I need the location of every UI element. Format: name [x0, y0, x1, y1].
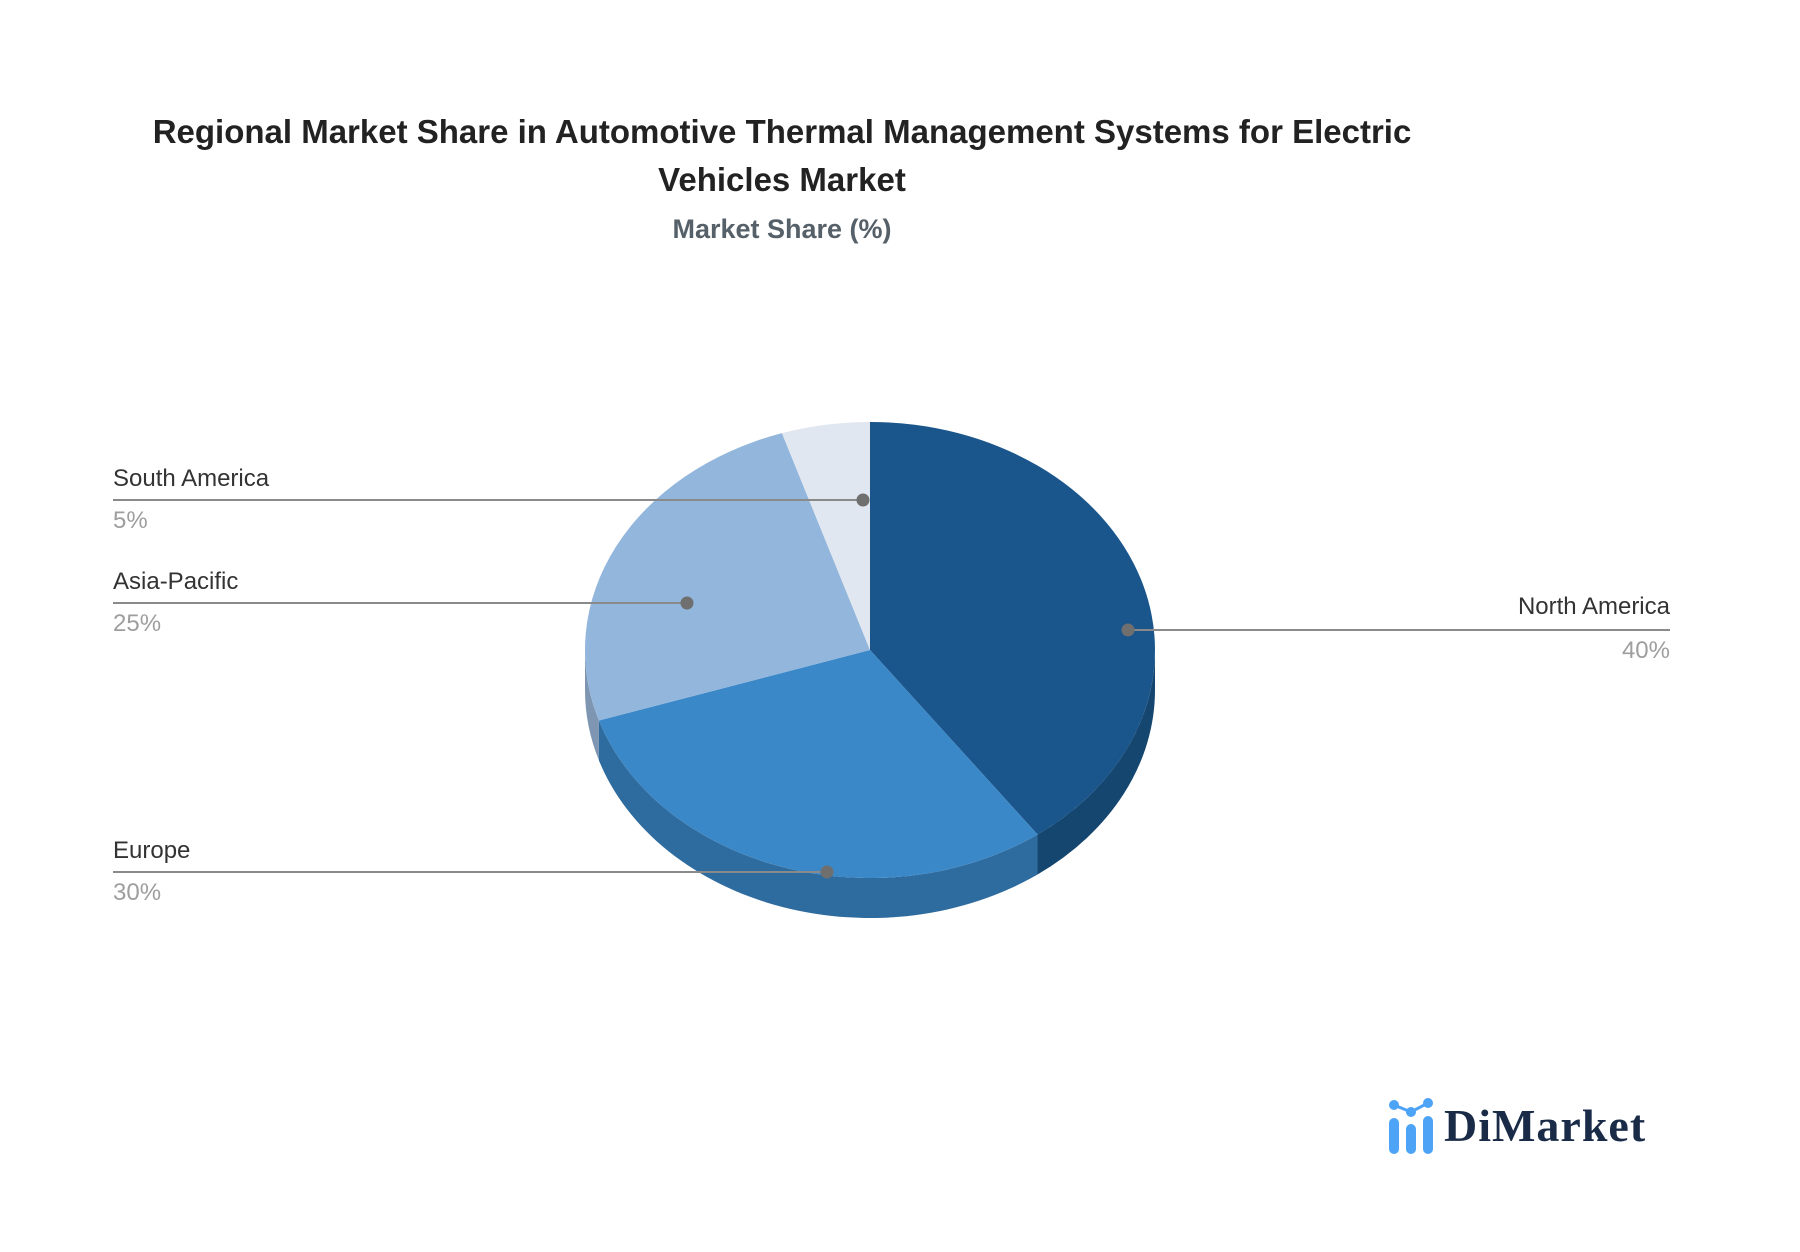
bar-chart-trend-icon: [1389, 1098, 1433, 1154]
leader-dot-europe: [820, 865, 834, 879]
label-europe: Europe: [113, 837, 191, 864]
value-north-america: 40%: [1621, 637, 1670, 664]
chart-title: Regional Market Share in Automotive Ther…: [72, 108, 1492, 204]
pie-slice-europe[interactable]: [598, 650, 1038, 878]
bar-right: [1423, 1116, 1433, 1154]
leader-dot-south-america: [856, 493, 870, 507]
chart-subtitle: Market Share (%): [672, 214, 892, 244]
label-north-america: North America: [1517, 593, 1670, 620]
trend-dot-middle: [1406, 1107, 1416, 1117]
logo-text: DiMarket: [1444, 1100, 1647, 1151]
bar-left: [1389, 1118, 1399, 1154]
pie-slice-side-north-america: [1037, 650, 1155, 875]
pie-slice-side-europe: [598, 720, 1038, 919]
chart-title-line-1: Regional Market Share in Automotive Ther…: [152, 113, 1412, 150]
trend-dot-right: [1423, 1098, 1433, 1108]
leader-dot-asia-pacific: [680, 596, 694, 610]
label-asia-pacific: Asia-Pacific: [113, 568, 239, 595]
pie-slice-side-asia-pacific: [585, 650, 599, 761]
leader-dot-north-america: [1121, 623, 1135, 637]
pie-slice-asia-pacific[interactable]: [585, 433, 870, 721]
value-europe: 30%: [113, 879, 162, 906]
label-south-america: South America: [113, 465, 270, 492]
value-asia-pacific: 25%: [113, 610, 162, 637]
trend-dot-left: [1389, 1100, 1399, 1110]
dimarket-logo: DiMarket: [1388, 1096, 1646, 1154]
bar-middle: [1406, 1124, 1416, 1154]
pie-slice-north-america[interactable]: [870, 422, 1156, 835]
value-south-america: 5%: [113, 507, 148, 534]
pie-slice-south-america[interactable]: [781, 422, 870, 650]
chart-title-line-2: Vehicles Market: [658, 161, 906, 198]
